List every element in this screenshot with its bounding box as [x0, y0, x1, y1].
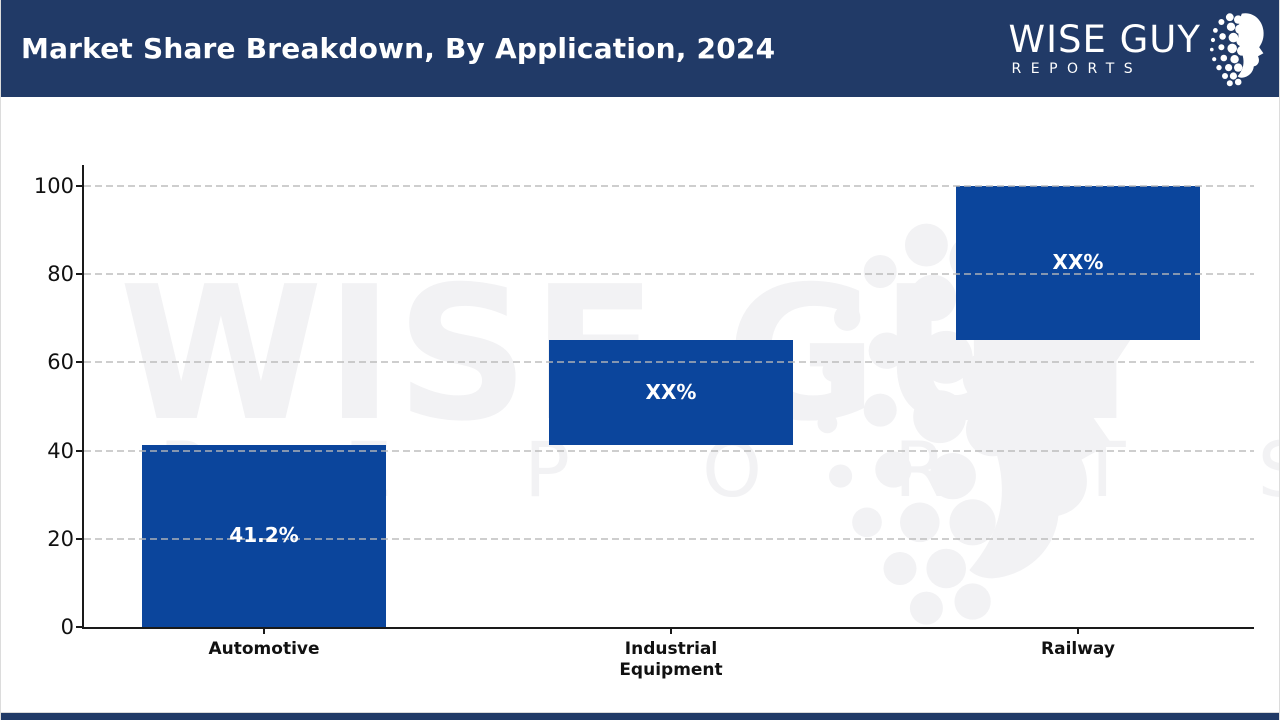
y-tick-60 — [76, 361, 83, 364]
brand-subtitle: REPORTS — [1011, 60, 1143, 77]
gridline-y-100 — [84, 185, 1254, 187]
footer-bar — [1, 713, 1279, 720]
x-axis-label-industrial-equipment: Industrial Equipment — [619, 639, 723, 680]
bar-industrial-equipment — [549, 340, 793, 446]
brand-head-icon — [1207, 9, 1267, 89]
y-tick-label-100: 100 — [33, 174, 74, 198]
x-axis-label-railway: Railway — [1041, 639, 1115, 659]
x-tick-railway — [1077, 628, 1079, 634]
bar-value-label-railway: XX% — [1052, 250, 1104, 275]
x-axis-label-automotive: Automotive — [208, 639, 320, 659]
brand-logo: WISE GUY REPORTS — [1009, 0, 1267, 97]
y-tick-label-40: 40 — [47, 438, 74, 463]
x-tick-industrial-equipment — [670, 628, 672, 634]
y-tick-label-60: 60 — [47, 350, 74, 375]
chart-title: Market Share Breakdown, By Application, … — [21, 32, 776, 65]
y-tick-20 — [76, 537, 83, 540]
brand-name: WISE GUY — [1008, 17, 1201, 61]
gridline-y-20 — [84, 537, 1254, 540]
x-tick-automotive — [263, 628, 265, 634]
gridline-y-60 — [84, 361, 1254, 364]
bar-value-label-industrial-equipment: XX% — [645, 379, 697, 404]
gridline-y-80 — [84, 273, 1254, 276]
y-tick-80 — [76, 273, 83, 276]
y-tick-label-20: 20 — [47, 526, 74, 551]
header-bar: Market Share Breakdown, By Application, … — [1, 0, 1279, 97]
y-tick-label-0: 0 — [60, 615, 74, 639]
y-tick-0 — [76, 626, 83, 628]
bar-value-label-automotive: 41.2% — [229, 523, 299, 548]
y-axis-spine — [82, 165, 84, 629]
y-tick-label-80: 80 — [47, 262, 74, 287]
bottom-hairline — [1, 712, 1279, 713]
gridline-y-40 — [84, 449, 1254, 452]
y-tick-40 — [76, 449, 83, 452]
y-tick-100 — [76, 185, 83, 187]
x-axis-spine — [82, 627, 1254, 629]
bar-automotive — [142, 445, 386, 627]
